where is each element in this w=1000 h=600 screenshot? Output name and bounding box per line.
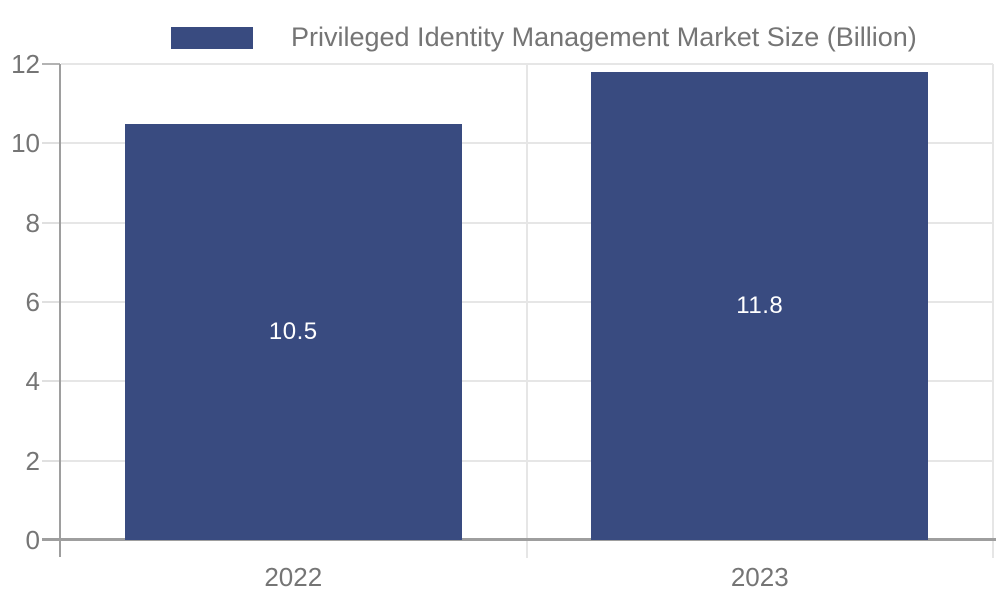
y-axis-tick-2 <box>42 459 60 462</box>
legend-label: Privileged Identity Management Market Si… <box>291 22 917 52</box>
y-axis-tick-4 <box>42 380 60 383</box>
x-axis-label-2022: 2022 <box>264 562 323 592</box>
x-axis-label-2023: 2023 <box>730 562 789 592</box>
y-axis-label-10: 10 <box>11 128 40 159</box>
y-axis-tick-8 <box>42 221 60 224</box>
y-axis-tick-10 <box>42 142 60 145</box>
y-axis-label-12: 12 <box>11 49 40 79</box>
y-axis-label-2: 2 <box>25 445 40 476</box>
x-axis-line <box>42 538 996 541</box>
bar-value-label-2023: 11.8 <box>736 291 784 319</box>
y-axis-line <box>59 64 61 557</box>
y-axis-label-0: 0 <box>25 525 40 555</box>
bar-2022: 10.5 <box>124 123 462 540</box>
y-axis-label-8: 8 <box>25 207 40 238</box>
y-axis-label-6: 6 <box>25 287 40 317</box>
category-separator-1 <box>525 64 528 558</box>
chart-legend: Privileged Identity Management Market Si… <box>171 22 917 53</box>
legend-swatch <box>171 26 253 49</box>
y-axis-tick-6 <box>42 301 60 303</box>
y-axis-tick-12 <box>42 63 60 65</box>
y-axis-label-4: 4 <box>25 366 40 397</box>
bar-value-label-2022: 10.5 <box>268 317 318 345</box>
bar-2023: 11.8 <box>591 71 929 540</box>
category-separator-2 <box>992 64 994 558</box>
